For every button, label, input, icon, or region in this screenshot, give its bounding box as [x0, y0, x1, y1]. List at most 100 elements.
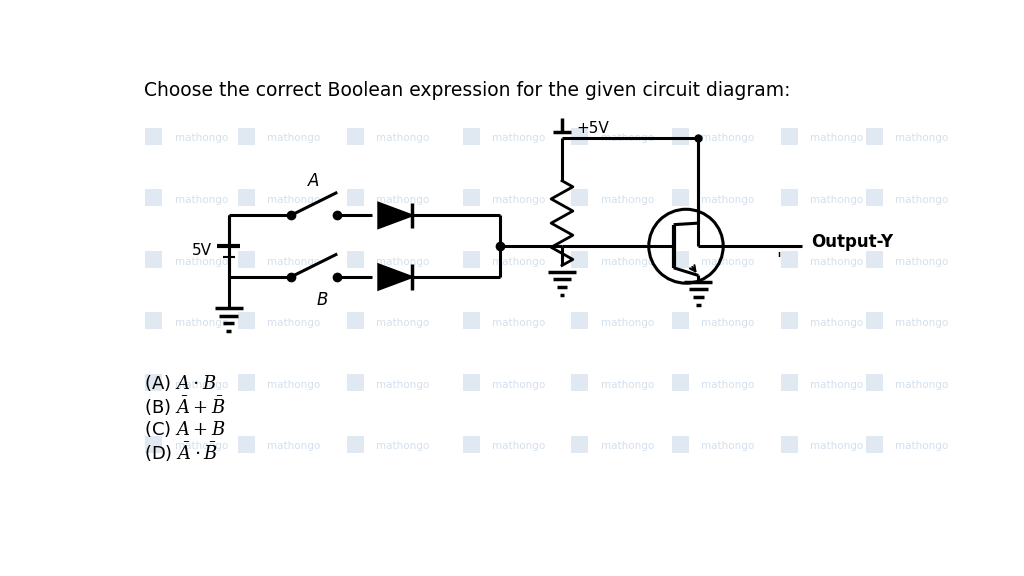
Bar	[346, 312, 364, 329]
Text: mathongo: mathongo	[267, 318, 321, 328]
Text: mathongo: mathongo	[895, 257, 948, 267]
Bar	[463, 374, 480, 391]
Bar	[463, 251, 480, 268]
Bar	[571, 190, 589, 206]
Text: mathongo: mathongo	[895, 195, 948, 205]
Text: mathongo: mathongo	[493, 257, 546, 267]
Text: mathongo: mathongo	[267, 134, 321, 143]
Text: mathongo: mathongo	[601, 318, 654, 328]
Text: mathongo: mathongo	[810, 134, 863, 143]
Bar	[238, 374, 255, 391]
Text: mathongo: mathongo	[701, 134, 755, 143]
Bar	[866, 128, 883, 145]
Text: mathongo: mathongo	[895, 318, 948, 328]
Bar	[780, 128, 798, 145]
Bar	[463, 312, 480, 329]
Bar	[866, 190, 883, 206]
Bar	[145, 435, 162, 453]
Text: mathongo: mathongo	[701, 257, 755, 267]
Text: mathongo: mathongo	[701, 441, 755, 452]
Bar	[780, 374, 798, 391]
Bar	[238, 312, 255, 329]
Bar	[238, 435, 255, 453]
Text: mathongo: mathongo	[810, 195, 863, 205]
Text: mathongo: mathongo	[174, 257, 227, 267]
Text: mathongo: mathongo	[493, 134, 546, 143]
Text: mathongo: mathongo	[601, 134, 654, 143]
Text: (A) $A \cdot B$: (A) $A \cdot B$	[143, 373, 216, 393]
Bar	[238, 128, 255, 145]
Bar	[780, 312, 798, 329]
Text: mathongo: mathongo	[493, 380, 546, 390]
Text: mathongo: mathongo	[601, 380, 654, 390]
Bar	[346, 374, 364, 391]
Polygon shape	[378, 264, 413, 290]
Text: A: A	[308, 172, 319, 190]
Text: mathongo: mathongo	[174, 441, 227, 452]
Bar	[463, 190, 480, 206]
Text: mathongo: mathongo	[376, 257, 429, 267]
Text: (C) $A + B$: (C) $A + B$	[143, 419, 225, 439]
Bar	[346, 435, 364, 453]
Bar	[571, 128, 589, 145]
Bar	[780, 435, 798, 453]
Text: mathongo: mathongo	[810, 441, 863, 452]
Text: mathongo: mathongo	[376, 380, 429, 390]
Bar	[571, 374, 589, 391]
Bar	[866, 312, 883, 329]
Text: mathongo: mathongo	[267, 380, 321, 390]
Text: (B) $\bar{A} + \bar{B}$: (B) $\bar{A} + \bar{B}$	[143, 395, 225, 418]
Text: mathongo: mathongo	[810, 318, 863, 328]
Bar	[672, 435, 689, 453]
Text: +5V: +5V	[575, 121, 608, 136]
Text: mathongo: mathongo	[376, 195, 429, 205]
Bar	[145, 374, 162, 391]
Text: mathongo: mathongo	[701, 195, 755, 205]
Text: mathongo: mathongo	[701, 318, 755, 328]
Text: mathongo: mathongo	[376, 318, 429, 328]
Text: mathongo: mathongo	[493, 195, 546, 205]
Bar	[571, 312, 589, 329]
Text: mathongo: mathongo	[601, 441, 654, 452]
Text: Output-Y: Output-Y	[812, 233, 894, 251]
Bar	[463, 128, 480, 145]
Text: mathongo: mathongo	[895, 441, 948, 452]
Text: B: B	[316, 291, 328, 309]
Bar	[780, 251, 798, 268]
Bar	[145, 128, 162, 145]
Text: mathongo: mathongo	[267, 257, 321, 267]
Text: mathongo: mathongo	[895, 380, 948, 390]
Bar	[145, 251, 162, 268]
Bar	[672, 251, 689, 268]
Text: mathongo: mathongo	[493, 318, 546, 328]
Text: mathongo: mathongo	[174, 195, 227, 205]
Text: ': '	[776, 251, 781, 269]
Bar	[346, 128, 364, 145]
Bar	[145, 312, 162, 329]
Text: mathongo: mathongo	[376, 134, 429, 143]
Text: mathongo: mathongo	[493, 441, 546, 452]
Bar	[672, 190, 689, 206]
Bar	[346, 251, 364, 268]
Bar	[238, 190, 255, 206]
Text: mathongo: mathongo	[174, 380, 227, 390]
Text: mathongo: mathongo	[174, 318, 227, 328]
Bar	[672, 374, 689, 391]
Bar	[866, 251, 883, 268]
Bar	[866, 435, 883, 453]
Text: mathongo: mathongo	[601, 257, 654, 267]
Text: mathongo: mathongo	[810, 257, 863, 267]
Bar	[672, 312, 689, 329]
Bar	[571, 435, 589, 453]
Bar	[238, 251, 255, 268]
Text: mathongo: mathongo	[267, 195, 321, 205]
Text: mathongo: mathongo	[810, 380, 863, 390]
Bar	[672, 128, 689, 145]
Bar	[145, 190, 162, 206]
Text: mathongo: mathongo	[601, 195, 654, 205]
Bar	[463, 435, 480, 453]
Bar	[866, 374, 883, 391]
Polygon shape	[378, 203, 413, 228]
Text: mathongo: mathongo	[267, 441, 321, 452]
Text: (D) $\bar{A} \cdot \bar{B}$: (D) $\bar{A} \cdot \bar{B}$	[143, 441, 217, 464]
